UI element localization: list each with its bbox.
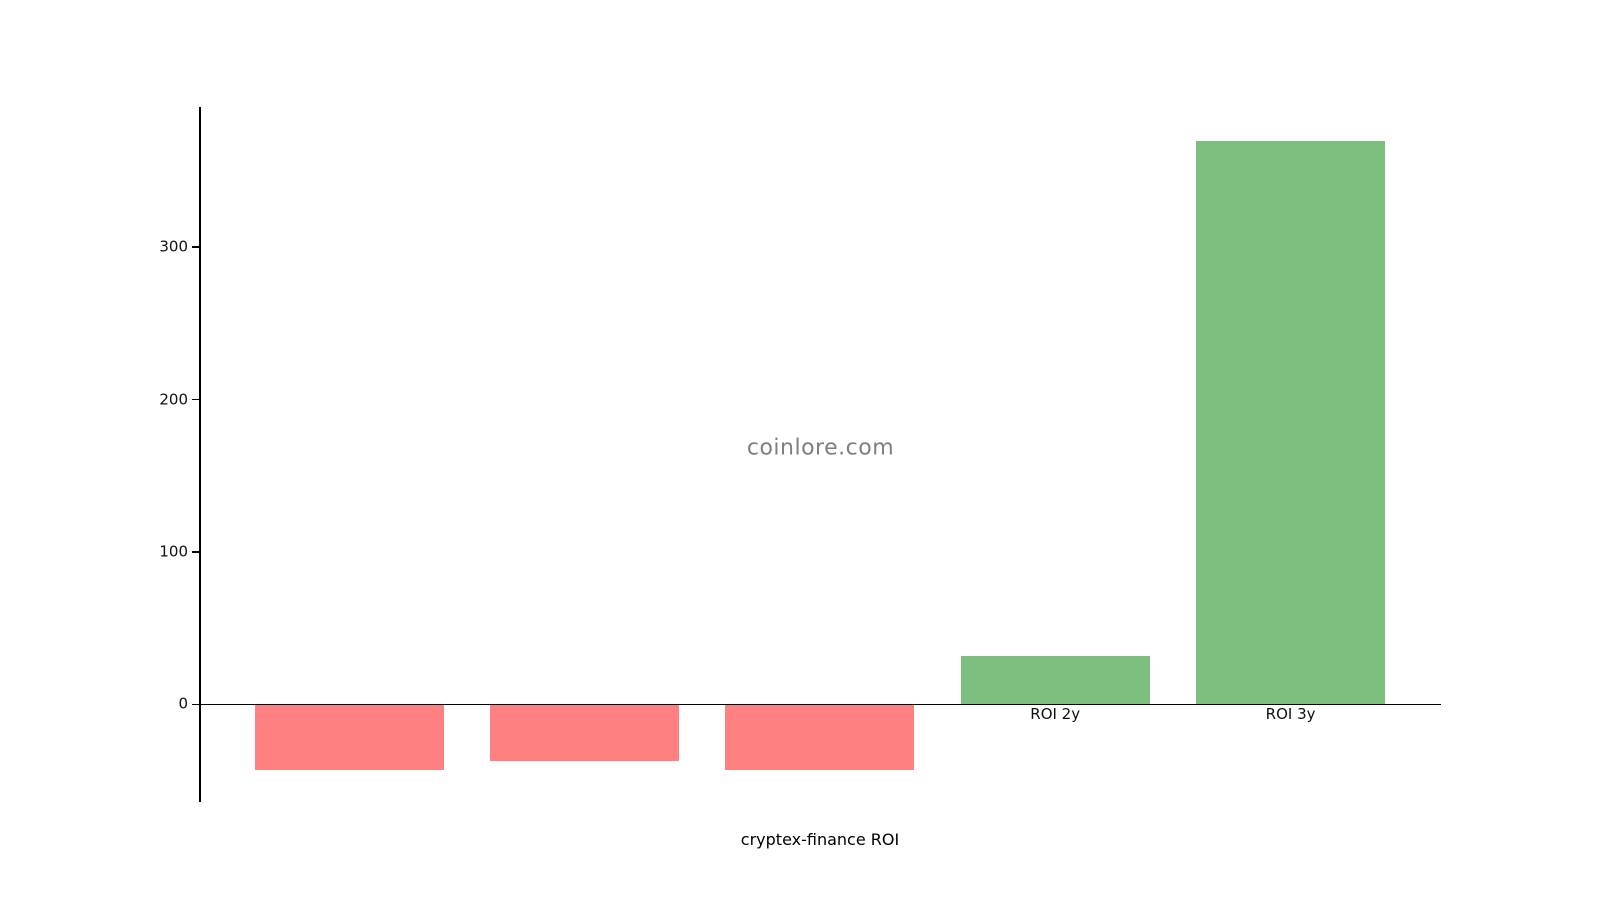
watermark-text: coinlore.com bbox=[746, 435, 895, 461]
x-axis-zero-line bbox=[198, 703, 1441, 706]
y-tick-label: 0 bbox=[178, 694, 188, 713]
roi-bar-positive bbox=[1196, 140, 1386, 705]
y-tick-label: 200 bbox=[159, 390, 188, 409]
y-tick-mark bbox=[192, 246, 200, 248]
y-tick-label: 100 bbox=[159, 542, 188, 561]
y-tick-label: 300 bbox=[159, 237, 188, 256]
x-tick-label: ROI 2y bbox=[1030, 705, 1081, 724]
y-tick-mark bbox=[192, 551, 200, 553]
roi-bar-negative bbox=[254, 704, 444, 770]
y-tick-mark bbox=[192, 398, 200, 401]
roi-bar-negative bbox=[725, 704, 915, 770]
x-tick-label: ROI 3y bbox=[1265, 705, 1316, 724]
y-axis-spine bbox=[199, 107, 201, 802]
y-tick-mark bbox=[192, 703, 200, 706]
roi-bar-negative bbox=[489, 704, 679, 761]
chart-title: cryptex-finance ROI bbox=[740, 830, 900, 849]
roi-bar-positive bbox=[960, 655, 1150, 705]
